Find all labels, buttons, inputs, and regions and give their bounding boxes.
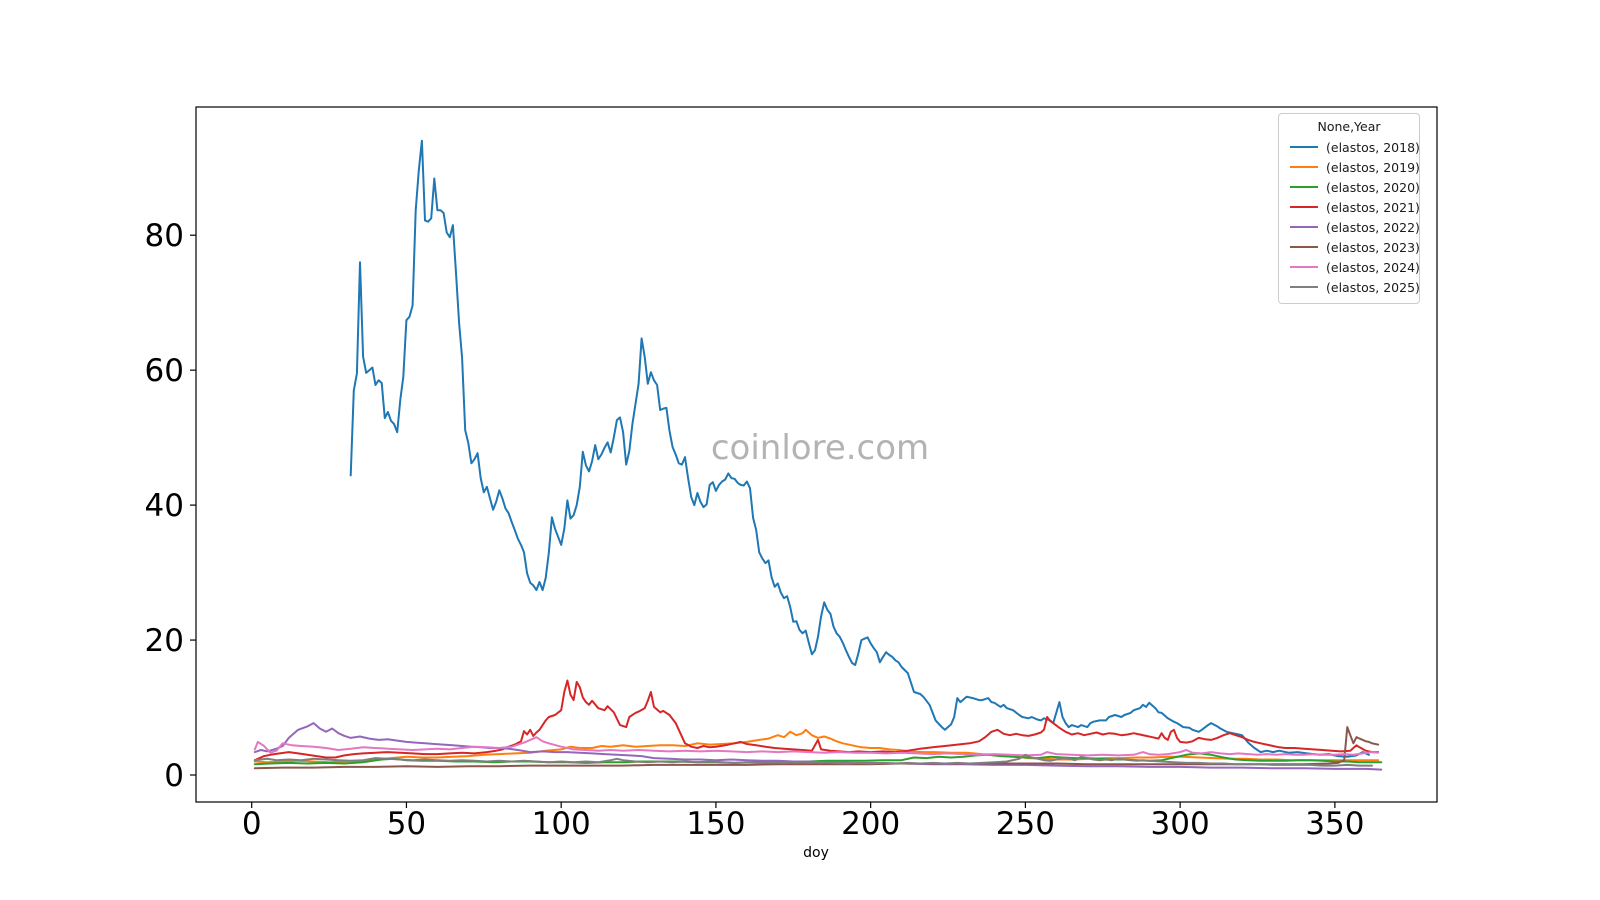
series-line-elastos-2025 bbox=[253, 753, 1373, 767]
legend-entry-label: (elastos, 2021) bbox=[1326, 199, 1420, 215]
legend-entry-elastos-2021: (elastos, 2021) bbox=[1285, 197, 1420, 217]
x-tick-label: 250 bbox=[996, 806, 1055, 842]
legend-line-swatch bbox=[1290, 146, 1318, 148]
x-tick-label: 200 bbox=[841, 806, 900, 842]
legend-entry-elastos-2023: (elastos, 2023) bbox=[1285, 237, 1420, 257]
axes-spines bbox=[195, 106, 1438, 803]
legend-entry-label: (elastos, 2018) bbox=[1326, 139, 1420, 155]
x-tick-label: 0 bbox=[242, 806, 262, 842]
legend-entry-elastos-2020: (elastos, 2020) bbox=[1285, 177, 1420, 197]
legend-line-swatch bbox=[1290, 246, 1318, 248]
legend: None,Year (elastos, 2018) (elastos, 2019)… bbox=[1278, 113, 1420, 304]
legend-entry-label: (elastos, 2024) bbox=[1326, 259, 1420, 275]
legend-line-swatch bbox=[1290, 166, 1318, 168]
series-line-elastos-2024 bbox=[253, 736, 1380, 757]
y-tick-label: 0 bbox=[164, 758, 184, 794]
watermark: coinlore.com bbox=[710, 428, 930, 468]
y-tick-label: 40 bbox=[145, 488, 184, 524]
x-tick-label: 100 bbox=[532, 806, 591, 842]
x-axis-label: doy bbox=[803, 845, 829, 861]
legend-entry-label: (elastos, 2025) bbox=[1326, 279, 1420, 295]
series-line-elastos-2020 bbox=[253, 752, 1383, 766]
legend-title: None,Year bbox=[1317, 119, 1381, 134]
y-tick-label: 60 bbox=[145, 353, 184, 389]
legend-line-swatch bbox=[1290, 266, 1318, 268]
legend-entry-label: (elastos, 2023) bbox=[1326, 239, 1420, 255]
legend-entry-elastos-2025: (elastos, 2025) bbox=[1285, 277, 1420, 297]
legend-entry-label: (elastos, 2022) bbox=[1326, 219, 1420, 235]
legend-entry-elastos-2024: (elastos, 2024) bbox=[1285, 257, 1420, 277]
legend-entry-elastos-2019: (elastos, 2019) bbox=[1285, 157, 1420, 177]
x-tick-label: 50 bbox=[387, 806, 426, 842]
series-line-elastos-2022 bbox=[253, 722, 1383, 771]
legend-line-swatch bbox=[1290, 186, 1318, 188]
legend-line-swatch bbox=[1290, 226, 1318, 228]
legend-entry-elastos-2018: (elastos, 2018) bbox=[1285, 137, 1420, 157]
legend-line-swatch bbox=[1290, 286, 1318, 288]
legend-entry-label: (elastos, 2020) bbox=[1326, 179, 1420, 195]
legend-entry-label: (elastos, 2019) bbox=[1326, 159, 1420, 175]
legend-entry-elastos-2022: (elastos, 2022) bbox=[1285, 217, 1420, 237]
x-tick-label: 350 bbox=[1305, 806, 1364, 842]
legend-line-swatch bbox=[1290, 206, 1318, 208]
x-tick-label: 300 bbox=[1151, 806, 1210, 842]
x-tick-label: 150 bbox=[686, 806, 745, 842]
legend-items: (elastos, 2018) (elastos, 2019) (elastos, … bbox=[1285, 137, 1420, 297]
series-line-elastos-2021 bbox=[253, 679, 1380, 762]
series-line-elastos-2019 bbox=[253, 728, 1380, 764]
y-tick-label: 80 bbox=[145, 218, 184, 254]
y-tick-label: 20 bbox=[145, 623, 184, 659]
series-line-elastos-2018 bbox=[349, 139, 1370, 758]
